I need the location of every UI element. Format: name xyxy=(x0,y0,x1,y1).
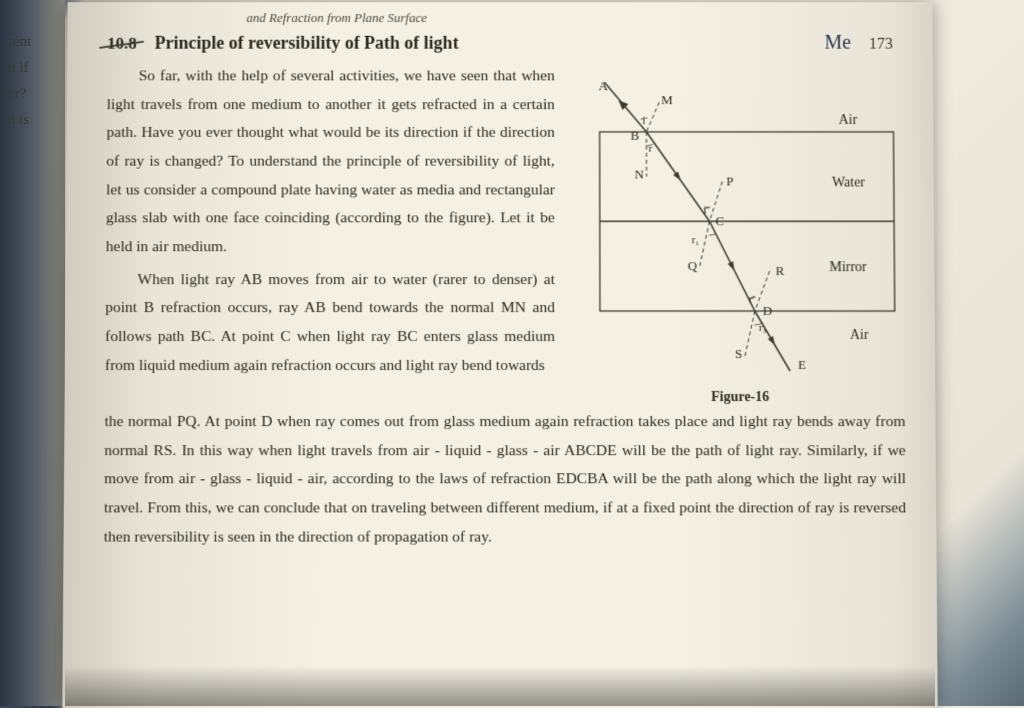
margin-text-line: n is xyxy=(8,108,31,132)
svg-text:i': i' xyxy=(703,204,708,216)
svg-text:C: C xyxy=(715,213,724,228)
svg-text:P: P xyxy=(726,174,733,189)
refraction-diagram: A B C D E M N P Q R Si r i' r₁ r' r₃ Air Water Mirror Air xyxy=(575,72,906,381)
figure-caption: Figure-16 xyxy=(575,390,905,406)
svg-text:Air: Air xyxy=(850,328,869,343)
svg-text:D: D xyxy=(763,303,772,318)
svg-text:Mirror: Mirror xyxy=(829,260,867,275)
svg-text:Water: Water xyxy=(832,176,865,191)
svg-text:r: r xyxy=(648,143,652,155)
handwritten-note: Me xyxy=(824,32,851,55)
book-page: and Refraction from Plane Surface 10.8 P… xyxy=(62,2,937,708)
figure-column: A B C D E M N P Q R Si r i' r₁ r' r₃ Air Water Mirror Air F… xyxy=(575,63,906,407)
svg-text:E: E xyxy=(798,357,806,372)
svg-text:S: S xyxy=(735,346,742,361)
svg-text:r₁: r₁ xyxy=(692,234,700,246)
svg-text:A: A xyxy=(599,78,609,93)
two-column-content: So far, with the help of several activit… xyxy=(105,63,906,407)
svg-text:R: R xyxy=(776,263,785,278)
margin-text-line: rent xyxy=(8,30,31,54)
running-header: and Refraction from Plane Surface xyxy=(246,10,902,26)
svg-text:B: B xyxy=(630,128,639,143)
svg-text:r': r' xyxy=(749,294,755,306)
section-number: 10.8 xyxy=(107,34,137,54)
text-column: So far, with the help of several activit… xyxy=(105,63,555,407)
svg-text:r₃: r₃ xyxy=(759,322,767,334)
page-number: 173 xyxy=(869,36,903,54)
svg-text:M: M xyxy=(661,92,673,107)
prev-page-margin-text: rent n if er? n is xyxy=(8,30,31,134)
section-header-row: 10.8 Principle of reversibility of Path … xyxy=(107,32,903,55)
section-title: Principle of reversibility of Path of li… xyxy=(155,33,799,54)
paragraph-1: So far, with the help of several activit… xyxy=(106,63,555,262)
svg-text:i: i xyxy=(642,115,645,127)
paragraph-3: the normal PQ. At point D when ray comes… xyxy=(104,408,907,552)
svg-text:Q: Q xyxy=(688,258,698,273)
page-bottom-shadow xyxy=(65,666,935,706)
margin-text-line: n if xyxy=(8,56,31,80)
margin-text-line: er? xyxy=(8,82,31,106)
svg-text:N: N xyxy=(635,167,645,182)
paragraph-2: When light ray AB moves from air to wate… xyxy=(105,266,555,381)
svg-text:Air: Air xyxy=(839,113,858,128)
